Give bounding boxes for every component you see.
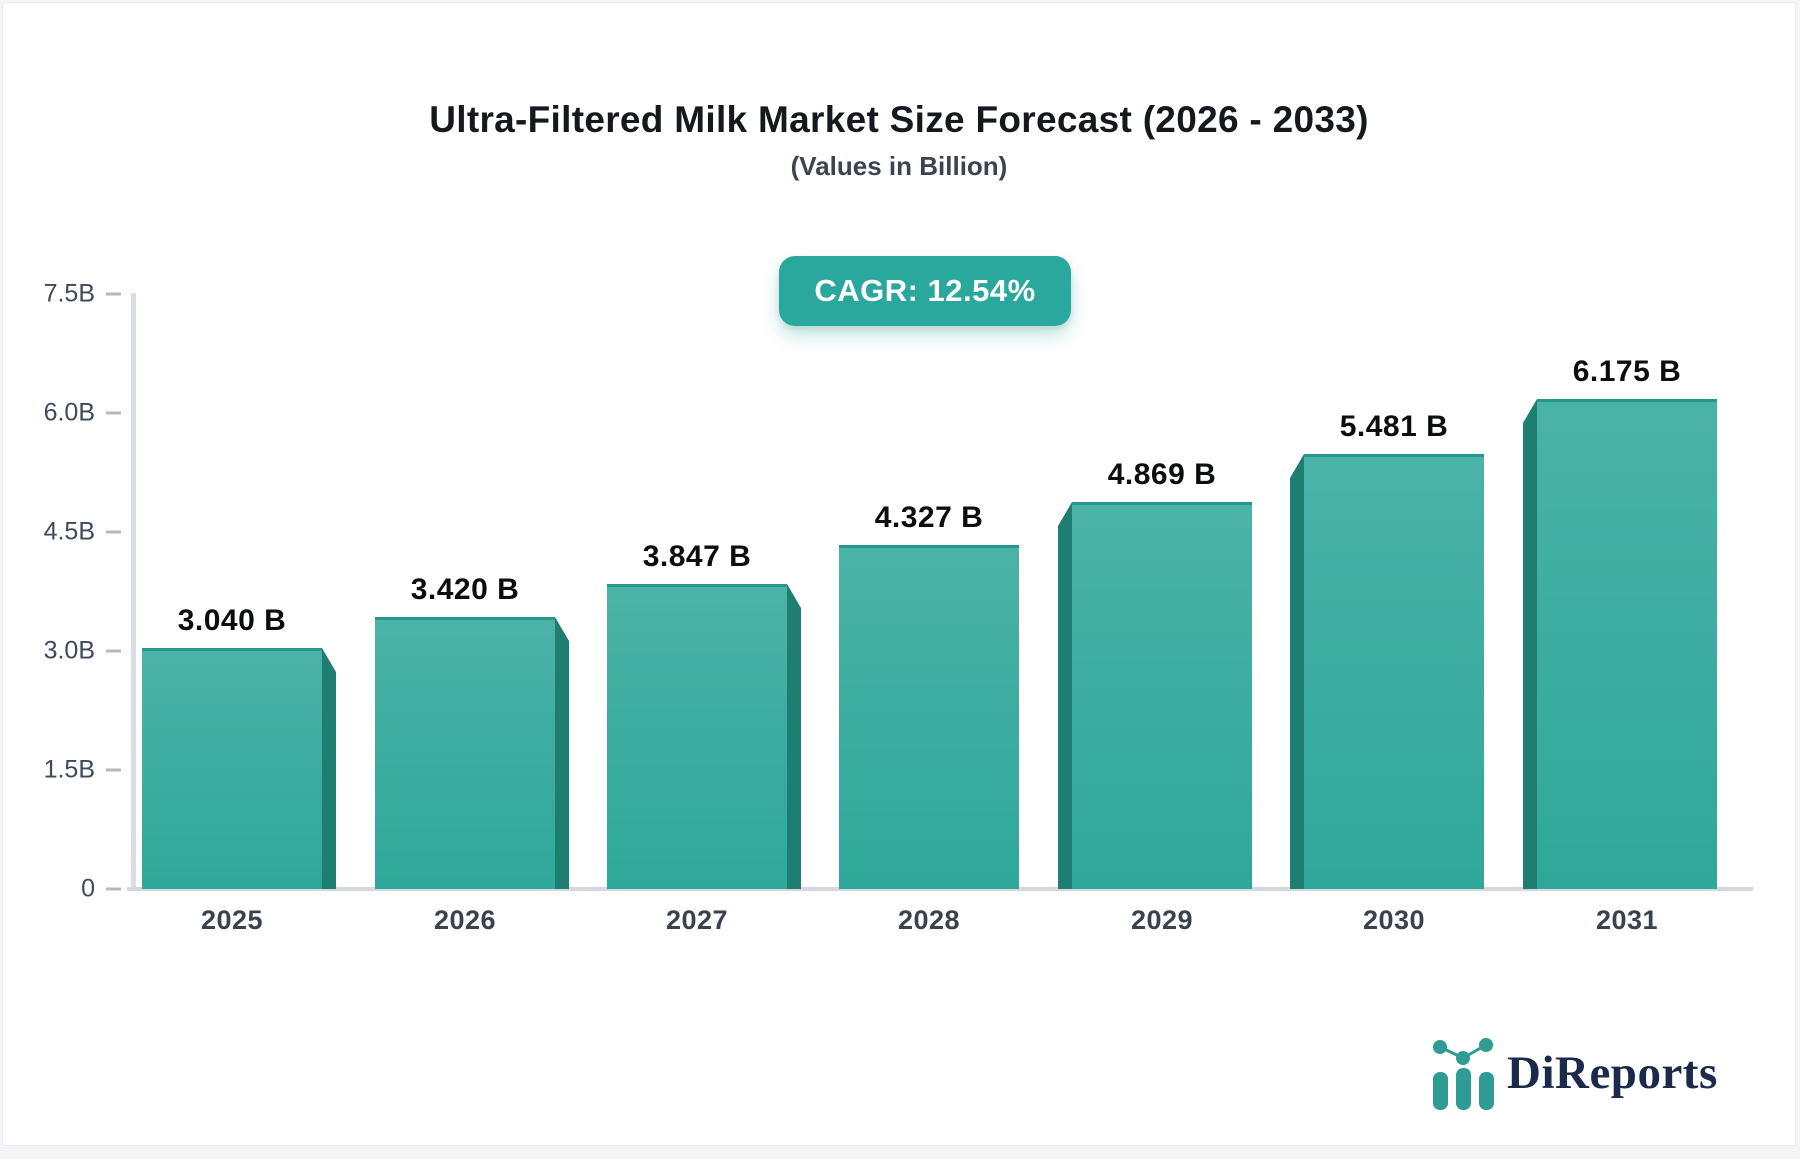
bar-side-face <box>555 617 569 889</box>
bar-side-face <box>787 584 801 889</box>
x-axis-label: 2029 <box>1130 905 1194 935</box>
bar <box>142 648 322 889</box>
bar <box>607 584 787 889</box>
bar-value-label: 3.040 B <box>177 604 287 637</box>
bar-side-face <box>322 648 336 889</box>
bar-side-face <box>1058 502 1072 889</box>
bar-chart-logo-icon <box>1433 1038 1494 1110</box>
y-axis-tick-label: 4.5B <box>43 517 95 546</box>
bar-value-label: 3.847 B <box>642 540 752 573</box>
bar-chart: 7.5B 6.0B 4.5B 3.0B 1.5B 0 3.040 B 2025 3.420 B 2… <box>3 3 1800 1159</box>
x-axis-label: 2026 <box>433 905 497 935</box>
bar <box>839 545 1019 889</box>
cagr-badge: CAGR: 12.54% <box>779 256 1071 326</box>
bar-value-label: 4.327 B <box>874 501 984 534</box>
bar <box>375 617 555 889</box>
y-axis-tick-mark <box>106 768 121 772</box>
y-axis-tick-label: 6.0B <box>43 398 95 427</box>
bar <box>1304 454 1484 889</box>
x-axis-label: 2025 <box>200 905 264 935</box>
x-axis-label: 2028 <box>897 905 961 935</box>
y-axis-tick-mark <box>106 887 121 891</box>
x-axis-label: 2030 <box>1362 905 1426 935</box>
bar <box>1537 399 1717 889</box>
y-axis-tick-label: 0 <box>81 874 95 903</box>
y-axis-tick-label: 7.5B <box>43 279 95 307</box>
bar-side-face <box>1290 454 1304 889</box>
y-axis-tick-label: 1.5B <box>43 755 95 784</box>
bar-value-label: 4.869 B <box>1107 458 1217 491</box>
direports-logo: DiReports <box>1431 1033 1718 1113</box>
y-axis-tick-label: 3.0B <box>43 636 95 665</box>
bar <box>1072 502 1252 889</box>
logo-text: DiReports <box>1507 1047 1718 1099</box>
bar-value-label: 5.481 B <box>1339 410 1449 443</box>
x-axis-line <box>127 887 1753 891</box>
y-axis-tick-mark <box>106 530 121 534</box>
bar-value-label: 6.175 B <box>1572 355 1682 388</box>
y-axis-tick-mark <box>106 411 121 415</box>
x-axis-label: 2027 <box>665 905 729 935</box>
bar-value-label: 3.420 B <box>410 573 520 606</box>
bar-side-face <box>1523 399 1537 889</box>
chart-subtitle: (Values in Billion) <box>790 151 1008 181</box>
y-axis-tick-mark <box>106 649 121 653</box>
x-axis-label: 2031 <box>1595 905 1659 935</box>
y-axis-tick-mark <box>106 292 121 295</box>
y-axis-line <box>131 293 136 889</box>
chart-title: Ultra-Filtered Milk Market Size Forecast… <box>429 99 1369 140</box>
